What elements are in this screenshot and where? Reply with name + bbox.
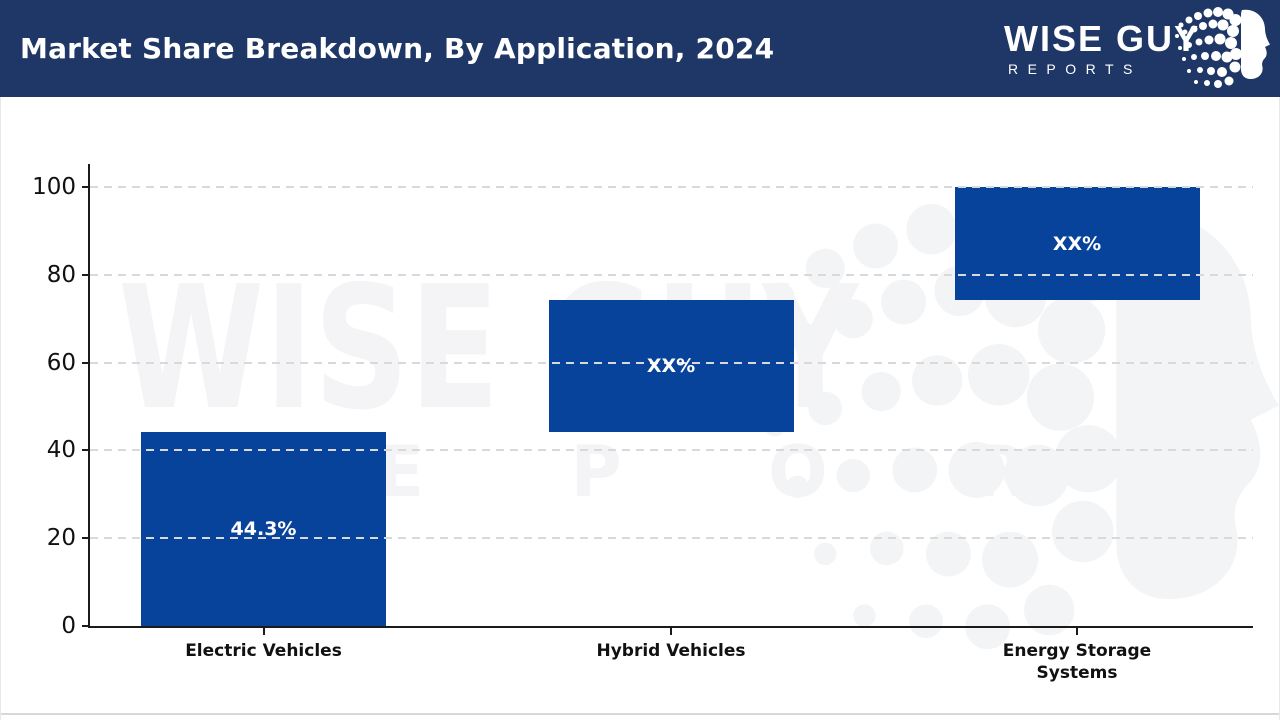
y-axis-spine <box>88 164 90 628</box>
bar-value-label: 44.3% <box>230 517 297 540</box>
page-edge-left <box>0 97 1 720</box>
y-tick-label: 60 <box>46 349 76 376</box>
logo-wiseguy-text: WISE GUY <box>1003 17 1200 59</box>
wise-guy-logo: WISE GUY REPORTS <box>1004 0 1272 97</box>
bar <box>141 431 386 626</box>
bar <box>548 300 794 432</box>
category-label: Energy Storage Systems <box>927 640 1227 684</box>
y-tick-label: 0 <box>61 613 76 639</box>
x-tick <box>670 628 672 635</box>
gridline <box>90 361 1253 364</box>
gridline <box>90 537 1253 540</box>
y-tick-label: 40 <box>46 437 76 464</box>
y-tick <box>82 625 90 627</box>
category-label: Hybrid Vehicles <box>521 640 821 662</box>
y-tick <box>82 273 90 276</box>
category-label-line: Energy Storage <box>1002 641 1152 661</box>
y-tick <box>82 186 90 188</box>
header: Market Share Breakdown, By Application, … <box>0 0 1280 97</box>
category-label: Electric Vehicles <box>114 640 414 662</box>
bottom-divider <box>0 713 1280 715</box>
bar-value-label: XX% <box>646 354 696 377</box>
page-title: Market Share Breakdown, By Application, … <box>20 32 775 65</box>
y-tick-label: 100 <box>32 174 76 200</box>
gridline <box>90 449 1253 452</box>
y-tick <box>82 537 90 540</box>
category-label-line: Systems <box>1036 663 1118 684</box>
y-tick <box>82 361 90 364</box>
x-tick <box>262 628 265 635</box>
x-axis-spine <box>88 626 1253 628</box>
gridline <box>90 186 1253 188</box>
category-label-line: Electric Vehicles <box>185 641 342 661</box>
category-label-line: Hybrid Vehicles <box>596 641 746 661</box>
logo-text: WISE GUY REPORTS <box>1003 17 1200 77</box>
gridline <box>90 273 1253 276</box>
bar <box>954 187 1200 301</box>
x-tick <box>1076 628 1078 635</box>
bar-value-label: XX% <box>1052 232 1102 255</box>
y-tick-label: 80 <box>46 261 76 288</box>
y-tick-label: 20 <box>46 525 76 552</box>
y-tick <box>82 449 90 452</box>
logo-reports-text: REPORTS <box>1007 60 1142 77</box>
